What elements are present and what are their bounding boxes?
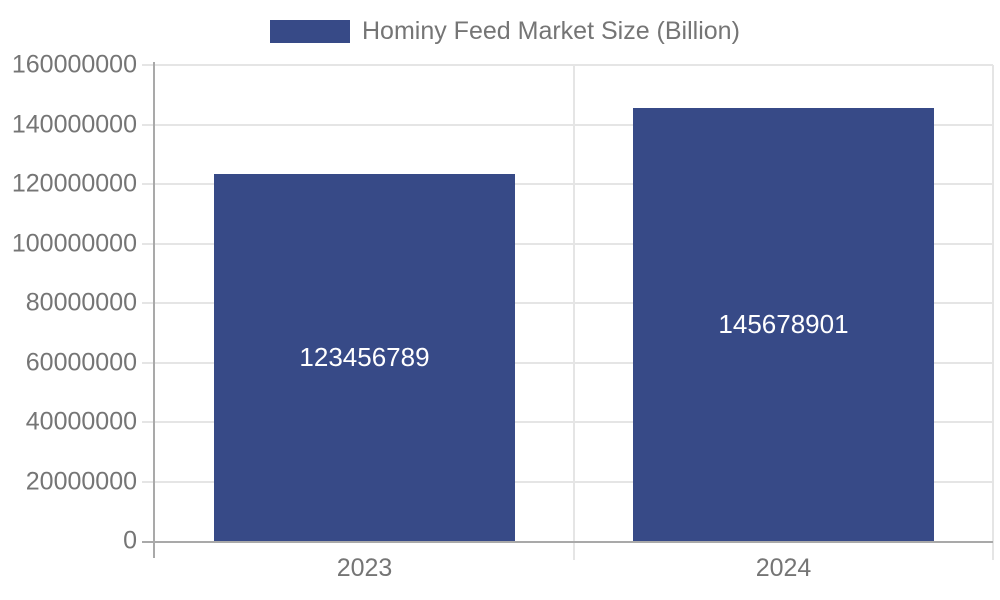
bar-value-label: 123456789 (299, 341, 430, 372)
y-tick-label: 160000000 (11, 50, 137, 79)
x-axis-line (142, 541, 993, 543)
gridline (142, 302, 993, 304)
bars: 123456789 145678901 (155, 65, 993, 541)
y-tick-label: 100000000 (11, 229, 137, 257)
y-axis-labels: 0 20000000 40000000 60000000 80000000 1000000… (0, 52, 137, 553)
gridline (142, 242, 993, 245)
legend-label: Hominy Feed Market Size (Billion) (362, 17, 740, 45)
bar-2024: 145678901 (632, 107, 935, 541)
bar-value-label: 145678901 (718, 308, 849, 339)
gridline (142, 361, 993, 364)
plot-right-border (992, 65, 994, 560)
category-divider-gridline (573, 65, 575, 560)
x-tick-label: 2024 (755, 554, 812, 582)
legend-swatch (270, 20, 350, 43)
gridline (142, 421, 993, 423)
y-tick-label: 140000000 (11, 110, 137, 138)
chart-legend: Hominy Feed Market Size (Billion) (270, 17, 740, 45)
x-axis-labels: 2023 2024 (155, 554, 993, 583)
gridline (142, 480, 993, 483)
gridline (142, 64, 993, 66)
y-axis-line (153, 62, 155, 558)
y-tick-label: 60000000 (25, 348, 137, 376)
plot-area: 123456789 145678901 (142, 62, 994, 560)
y-tick-label: 0 (123, 526, 137, 555)
y-tick-label: 40000000 (25, 407, 137, 436)
gridline (142, 123, 993, 126)
y-tick-label: 120000000 (11, 169, 137, 198)
y-tick-label: 20000000 (25, 467, 137, 495)
y-tick-label: 80000000 (25, 288, 137, 317)
x-tick-label: 2023 (336, 554, 393, 582)
gridline (142, 183, 993, 185)
bar-2023: 123456789 (213, 173, 516, 541)
